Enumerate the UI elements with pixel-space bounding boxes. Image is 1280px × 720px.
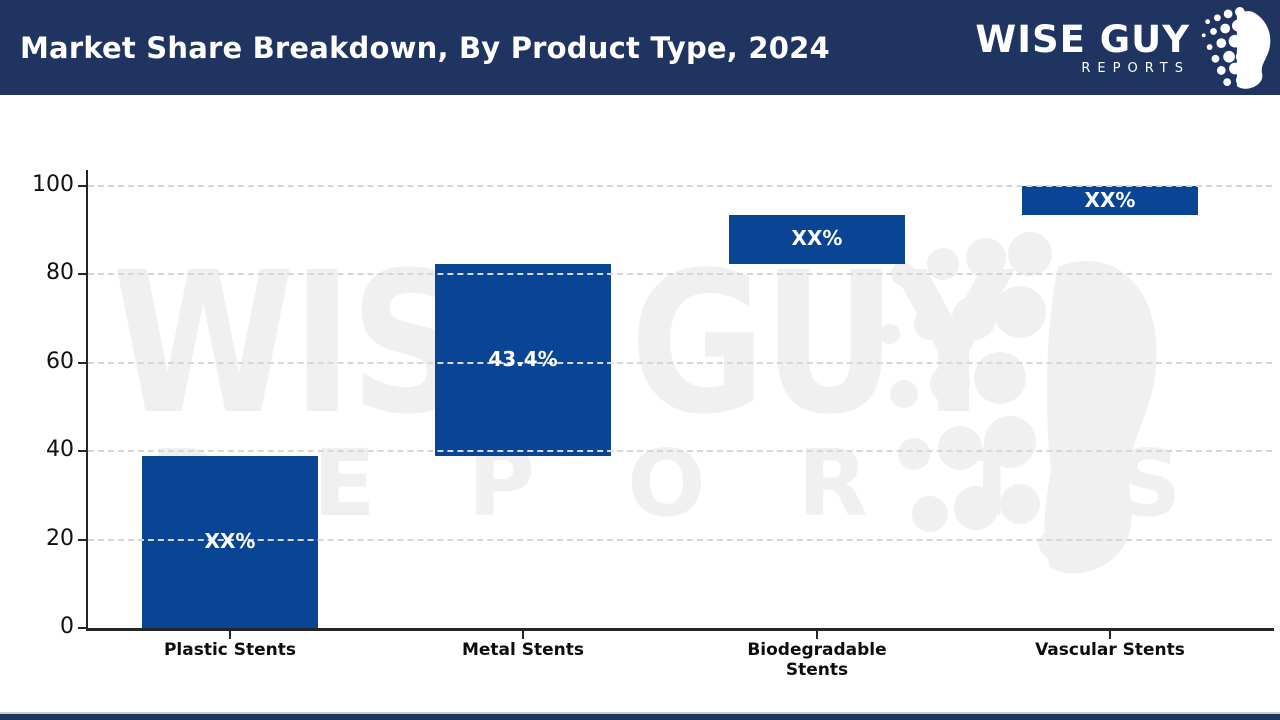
x-axis-tick [1109,631,1111,639]
grid-line-20 [88,538,1272,541]
x-category-label: Metal Stents [461,640,585,660]
y-axis-tick [78,538,88,541]
x-category-label: Biodegradable Stents [747,640,887,680]
y-tick-label: 60 [46,348,74,374]
wise-guy-reports-logo: WISE GUY REPORTS [975,4,1280,92]
bar-value-label: 43.4% [488,346,558,371]
grid-line-80 [88,273,1272,276]
bar-value-label: XX% [1084,187,1136,212]
y-axis-tick [78,450,88,453]
x-axis-line [86,628,1274,631]
y-tick-label: 40 [46,437,74,463]
logo-reports-label: REPORTS [1081,60,1190,76]
bottom-divider [0,712,1280,714]
x-axis-tick [229,631,231,639]
y-axis-tick [78,361,88,364]
x-category-label: Vascular Stents [1035,640,1185,660]
y-tick-label: 80 [46,260,74,286]
grid-line-60 [88,361,1272,364]
logo-dotted-head-icon [1201,6,1271,89]
y-axis-tick [78,627,88,629]
bar-vascular-stents [1022,186,1198,216]
watermark-dotted-head-icon [880,232,1157,574]
bar-value-label: XX% [204,528,256,553]
grid-line-40 [88,450,1272,453]
y-axis-tick [78,273,88,276]
y-axis-tick [78,185,88,187]
x-category-label: Plastic Stents [163,640,297,660]
chart-title: Market Share Breakdown, By Product Type,… [20,30,830,65]
logo-text: WISE GUY REPORTS [975,21,1190,75]
x-axis-tick [522,631,524,639]
grid-line-100 [88,185,1272,187]
bar-value-label: XX% [791,226,843,251]
logo-wiseguy-label: WISE GUY [975,17,1190,61]
header-banner: Market Share Breakdown, By Product Type,… [0,0,1280,95]
bar-biodegradable-stents [729,215,905,264]
x-axis-tick [816,631,818,639]
footer-bar [0,714,1280,720]
y-tick-label: 100 [32,172,74,197]
y-tick-label: 20 [46,525,74,551]
bar-plastic-stents [142,455,318,628]
y-axis-line [86,170,88,631]
bar-metal-stents [435,263,611,456]
y-tick-label: 0 [60,614,74,639]
